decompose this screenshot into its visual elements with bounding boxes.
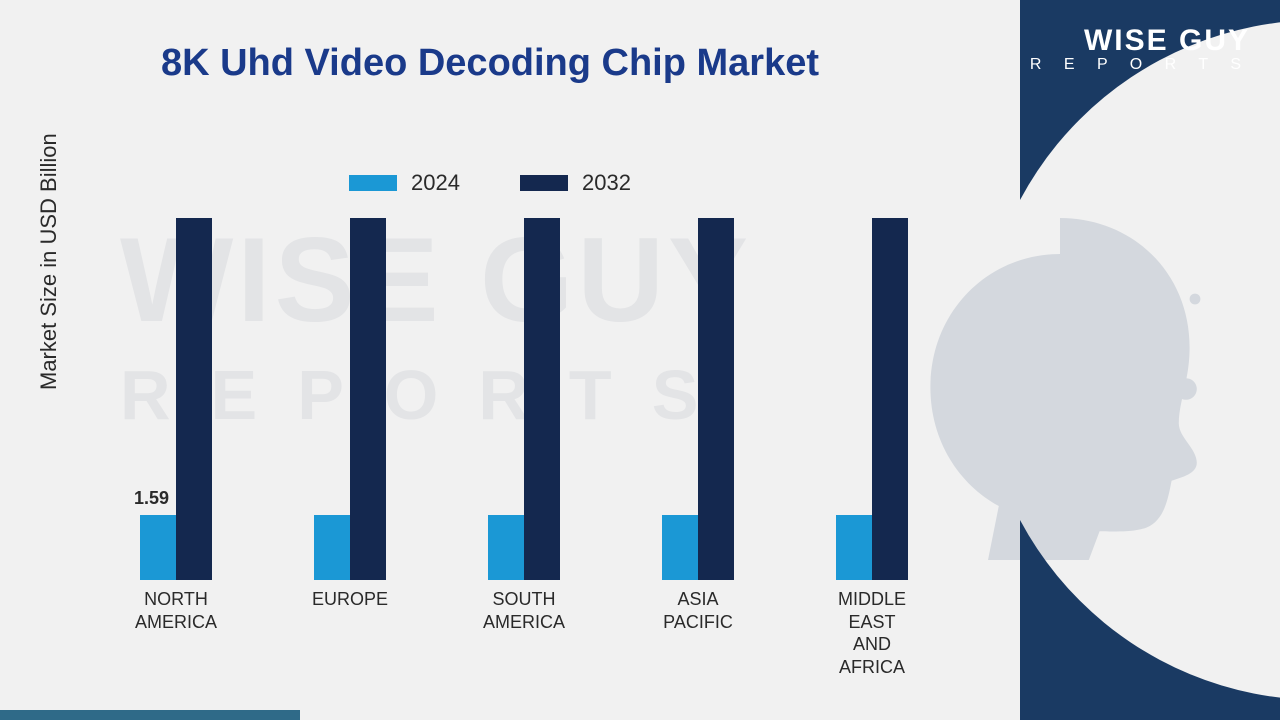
logo-line2: R E P O R T S (1030, 56, 1250, 74)
bar (314, 515, 350, 580)
bar-group (314, 218, 386, 580)
plot-area: 1.59 (110, 210, 980, 580)
bar (176, 218, 212, 580)
legend-label-2024: 2024 (411, 170, 460, 196)
x-axis-category: ASIAPACIFIC (628, 588, 768, 633)
bar (350, 218, 386, 580)
legend-item-2024: 2024 (349, 170, 460, 196)
bar-group (662, 218, 734, 580)
legend-swatch-2024 (349, 175, 397, 191)
bar (698, 218, 734, 580)
legend-swatch-2032 (520, 175, 568, 191)
legend-label-2032: 2032 (582, 170, 631, 196)
bar-value-label: 1.59 (134, 488, 169, 509)
x-axis-category: EUROPE (280, 588, 420, 611)
chart-canvas: WISE GUY REPORTS 8K Uhd Video Decoding C… (0, 0, 1280, 720)
bar (140, 515, 176, 580)
x-axis-category: NORTHAMERICA (106, 588, 246, 633)
y-axis-label: Market Size in USD Billion (36, 133, 62, 390)
brand-logo: WISE GUY R E P O R T S (1030, 24, 1250, 74)
logo-line1: WISE GUY (1030, 24, 1250, 58)
bar-group (488, 218, 560, 580)
bar-group (836, 218, 908, 580)
bar (836, 515, 872, 580)
bar (524, 218, 560, 580)
x-axis: NORTHAMERICAEUROPESOUTHAMERICAASIAPACIFI… (110, 582, 980, 692)
bar-group (140, 218, 212, 580)
bar (872, 218, 908, 580)
bar (488, 515, 524, 580)
x-axis-category: MIDDLEEASTANDAFRICA (802, 588, 942, 678)
bar (662, 515, 698, 580)
x-axis-category: SOUTHAMERICA (454, 588, 594, 633)
chart-title: 8K Uhd Video Decoding Chip Market (0, 42, 980, 85)
legend: 2024 2032 (0, 170, 980, 196)
legend-item-2032: 2032 (520, 170, 631, 196)
bottom-accent-bar (0, 710, 300, 720)
